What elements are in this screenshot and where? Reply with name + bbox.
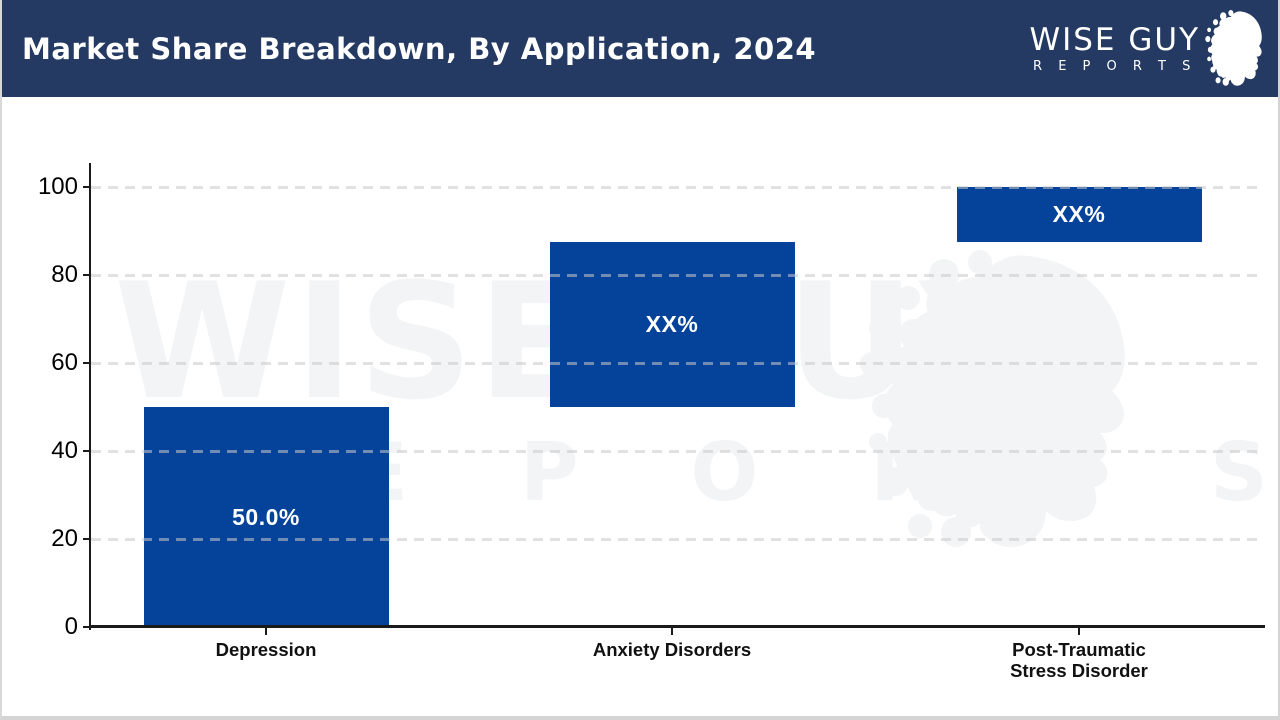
brand-head-icon [1205, 10, 1262, 86]
gridline [91, 362, 1264, 365]
y-tick-label: 100 [37, 173, 78, 200]
header-bar: Market Share Breakdown, By Application, … [2, 0, 1278, 97]
x-axis-tick [1078, 628, 1080, 635]
bar: XX% [956, 187, 1202, 242]
brand-logo: WISE GUY R E P O R T S [1029, 10, 1268, 88]
x-axis-tick [265, 628, 267, 635]
gridline [91, 450, 1264, 453]
bar-value-label: XX% [1052, 201, 1106, 227]
y-axis-tick [83, 186, 90, 188]
y-tick-label: 0 [64, 613, 78, 640]
plot-area: 0 20 40 60 80 100 50.0% Depression XX% Anxiety Di… [2, 97, 1278, 716]
bar: 50.0% [143, 407, 389, 627]
y-tick-label: 80 [51, 261, 78, 288]
brand-logo-text: WISE GUY R E P O R T S [1029, 23, 1200, 75]
y-tick-label: 60 [51, 349, 78, 376]
y-axis-tick [83, 538, 90, 540]
x-axis-line [89, 625, 1265, 628]
gridline [91, 186, 1264, 189]
y-axis-tick [83, 362, 90, 364]
x-tick-label: Depression [215, 639, 317, 660]
y-tick-label: 20 [51, 525, 78, 552]
x-tick-label: Anxiety Disorders [592, 639, 752, 660]
x-tick-label: Post-Traumatic Stress Disorder [1010, 639, 1148, 681]
gridline [91, 538, 1264, 541]
y-tick-label: 40 [51, 437, 78, 464]
y-axis-tick [83, 450, 90, 452]
y-axis-tick [83, 274, 90, 276]
watermark-head-icon [860, 250, 1125, 547]
chart-title: Market Share Breakdown, By Application, … [22, 31, 817, 66]
y-axis-tick [83, 626, 90, 628]
bar: XX% [549, 242, 795, 407]
y-axis-line [89, 163, 91, 630]
brand-name: WISE GUY [1029, 22, 1200, 58]
x-axis-tick [671, 628, 673, 635]
bar-value-label: XX% [645, 311, 699, 337]
brand-subtitle: R E P O R T S [1033, 59, 1197, 74]
bar-value-label: 50.0% [232, 503, 300, 530]
gridline [91, 274, 1264, 277]
